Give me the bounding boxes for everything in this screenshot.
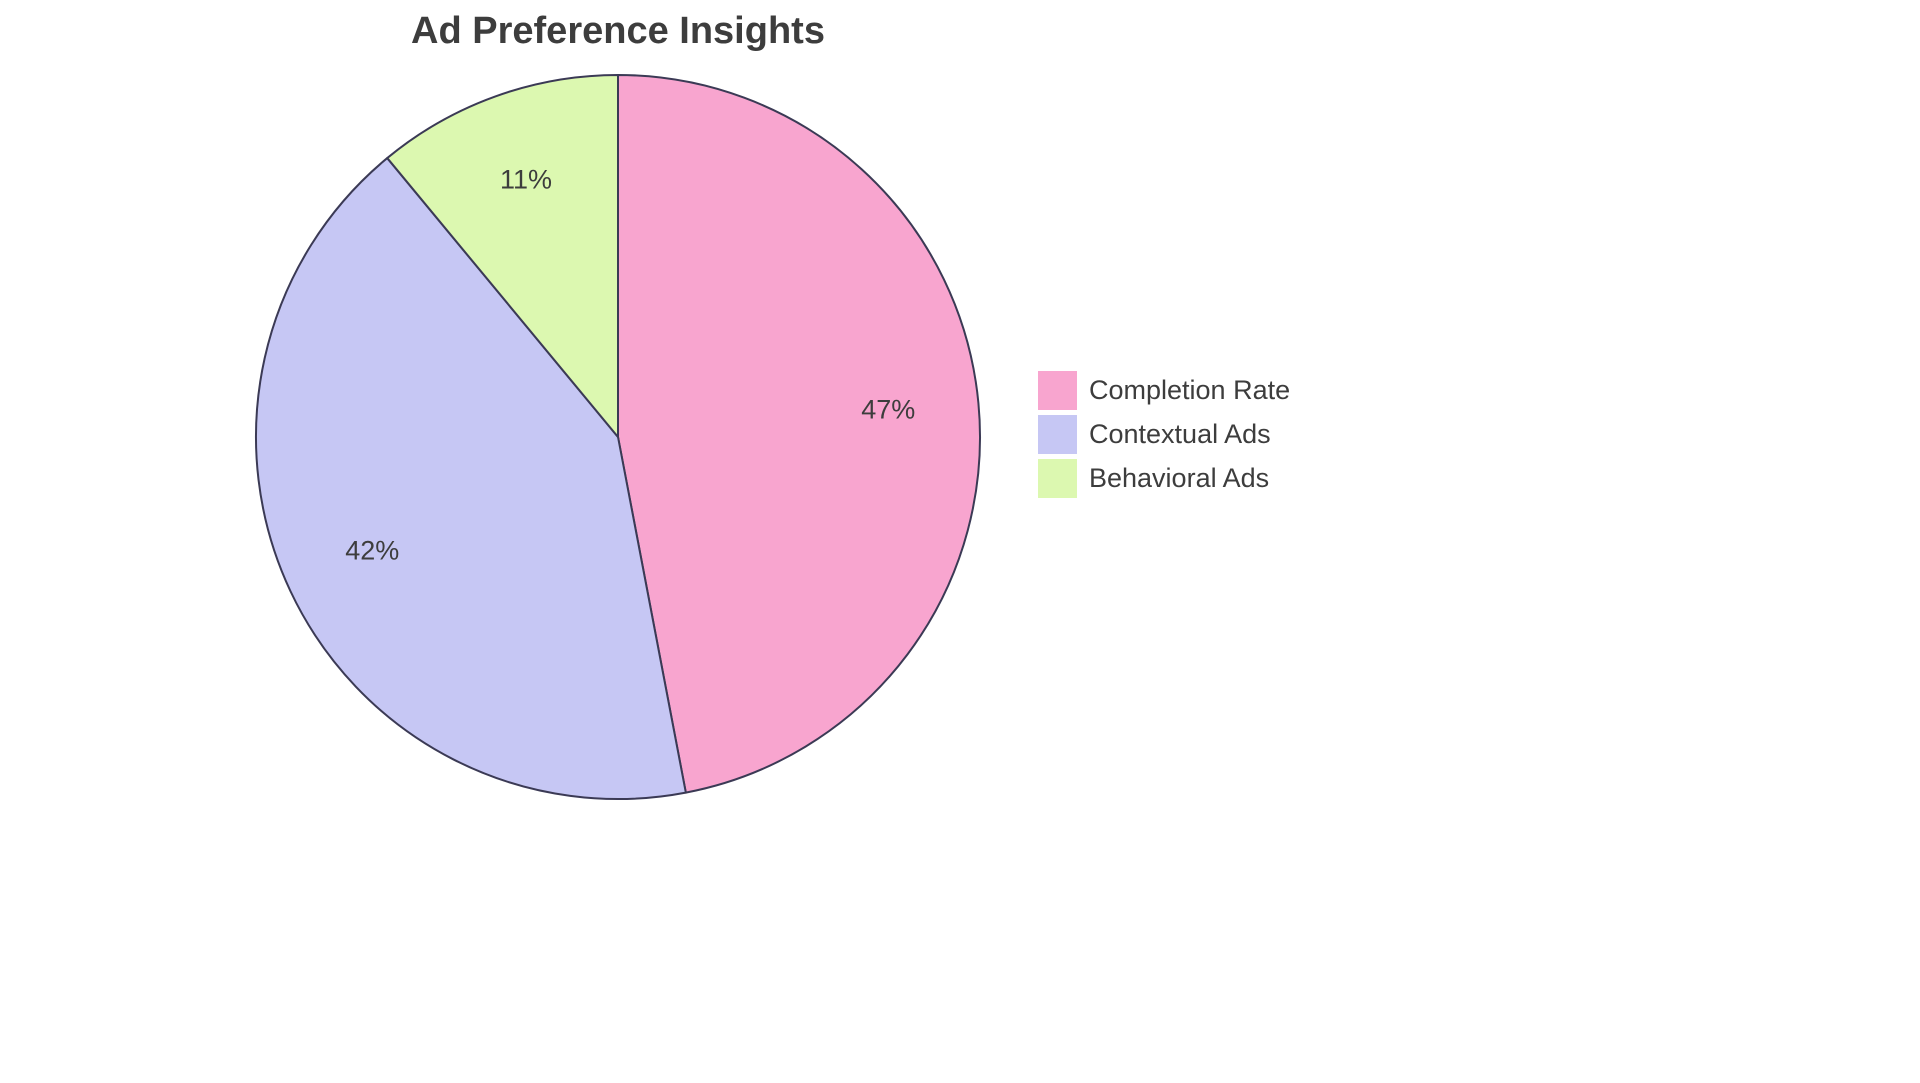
pie-slice-contextual-ads [255,157,687,800]
pie-slice-completion-rate [617,74,981,794]
legend-swatch-completion-rate [1038,371,1077,410]
legend-item-behavioral-ads: Behavioral Ads [1038,459,1290,498]
legend-label-contextual-ads: Contextual Ads [1089,419,1271,449]
legend-label-completion-rate: Completion Rate [1089,375,1291,405]
legend-item-completion-rate: Completion Rate [1038,371,1290,410]
pie-slice-percent-completion-rate: 47% [861,395,915,425]
legend-swatch-contextual-ads [1038,415,1077,454]
legend-label-behavioral-ads: Behavioral Ads [1089,463,1270,493]
chart-title: Ad Preference Insights [411,10,825,52]
pie-slice-percent-contextual-ads: 42% [345,536,399,566]
chart-legend: Completion Rate Contextual Ads Behaviora… [1038,371,1290,503]
legend-item-contextual-ads: Contextual Ads [1038,415,1290,454]
pie-slice-behavioral-ads [386,74,619,438]
pie-slice-percent-behavioral-ads: 11% [500,165,552,195]
legend-swatch-behavioral-ads [1038,459,1077,498]
